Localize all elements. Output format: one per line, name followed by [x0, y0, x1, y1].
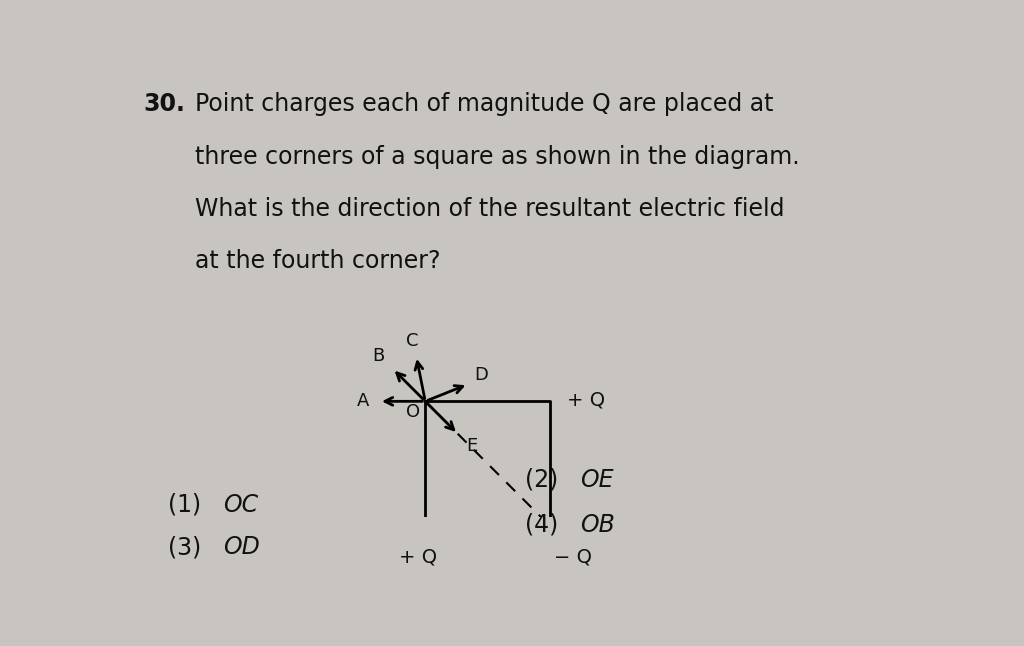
Text: (1): (1) [168, 493, 201, 517]
Text: O: O [406, 403, 420, 421]
Text: OE: OE [581, 468, 613, 492]
Text: OD: OD [223, 535, 260, 559]
Text: (4): (4) [524, 513, 558, 537]
Text: − Q: − Q [554, 548, 592, 567]
Text: E: E [467, 437, 478, 455]
Text: + Q: + Q [567, 390, 605, 409]
Text: Point charges each of magnitude Q are placed at: Point charges each of magnitude Q are pl… [196, 92, 774, 116]
Text: OB: OB [581, 513, 615, 537]
Text: D: D [474, 366, 488, 384]
Text: What is the direction of the resultant electric field: What is the direction of the resultant e… [196, 197, 785, 221]
Text: at the fourth corner?: at the fourth corner? [196, 249, 441, 273]
Text: (2): (2) [524, 468, 558, 492]
Text: OC: OC [223, 493, 258, 517]
Text: C: C [406, 332, 418, 350]
Text: 30.: 30. [143, 92, 185, 116]
Text: B: B [373, 348, 385, 365]
Text: + Q: + Q [399, 548, 437, 567]
Text: A: A [357, 392, 370, 410]
Text: (3): (3) [168, 535, 201, 559]
Text: three corners of a square as shown in the diagram.: three corners of a square as shown in th… [196, 145, 800, 169]
